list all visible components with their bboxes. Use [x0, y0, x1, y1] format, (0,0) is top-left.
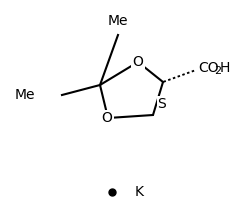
Text: H: H	[219, 61, 230, 75]
Text: O: O	[101, 111, 112, 125]
Text: 2: 2	[213, 66, 220, 76]
Text: K: K	[134, 185, 143, 199]
Text: CO: CO	[197, 61, 218, 75]
Text: S: S	[157, 97, 166, 111]
Text: Me: Me	[14, 88, 35, 102]
Text: O: O	[132, 55, 143, 69]
Text: Me: Me	[107, 14, 128, 28]
